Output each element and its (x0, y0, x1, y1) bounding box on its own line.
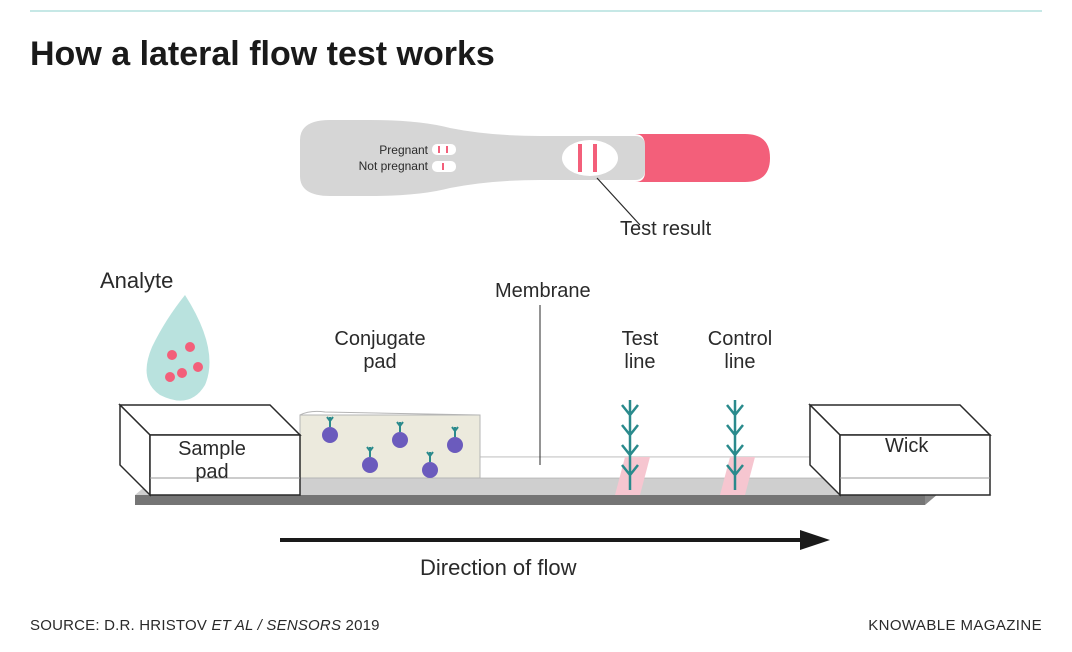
result-label: Test result (620, 218, 711, 241)
base-front (135, 495, 925, 505)
control-line-label: Controlline (700, 328, 780, 374)
strip-assembly (120, 305, 990, 550)
test-cap (635, 134, 770, 182)
wick-label: Wick (885, 435, 928, 458)
direction-arrow (280, 530, 830, 550)
sample-pad-label: Samplepad (162, 438, 262, 484)
legend-not-pregnant: Not pregnant (352, 160, 428, 174)
result-window (562, 140, 618, 176)
direction-label: Direction of flow (420, 555, 577, 580)
analyte-drop (147, 295, 210, 401)
legend-window-pregnant (432, 144, 456, 155)
brand-credit: KNOWABLE MAGAZINE (868, 617, 1042, 634)
membrane-label: Membrane (495, 280, 591, 303)
source-credit: SOURCE: D.R. HRISTOV ET AL / SENSORS 201… (30, 617, 380, 634)
legend-pregnant: Pregnant (370, 144, 428, 158)
conjugate-pad-label: Conjugatepad (320, 328, 440, 374)
test-line-label: Testline (610, 328, 670, 374)
analyte-label: Analyte (100, 268, 173, 293)
